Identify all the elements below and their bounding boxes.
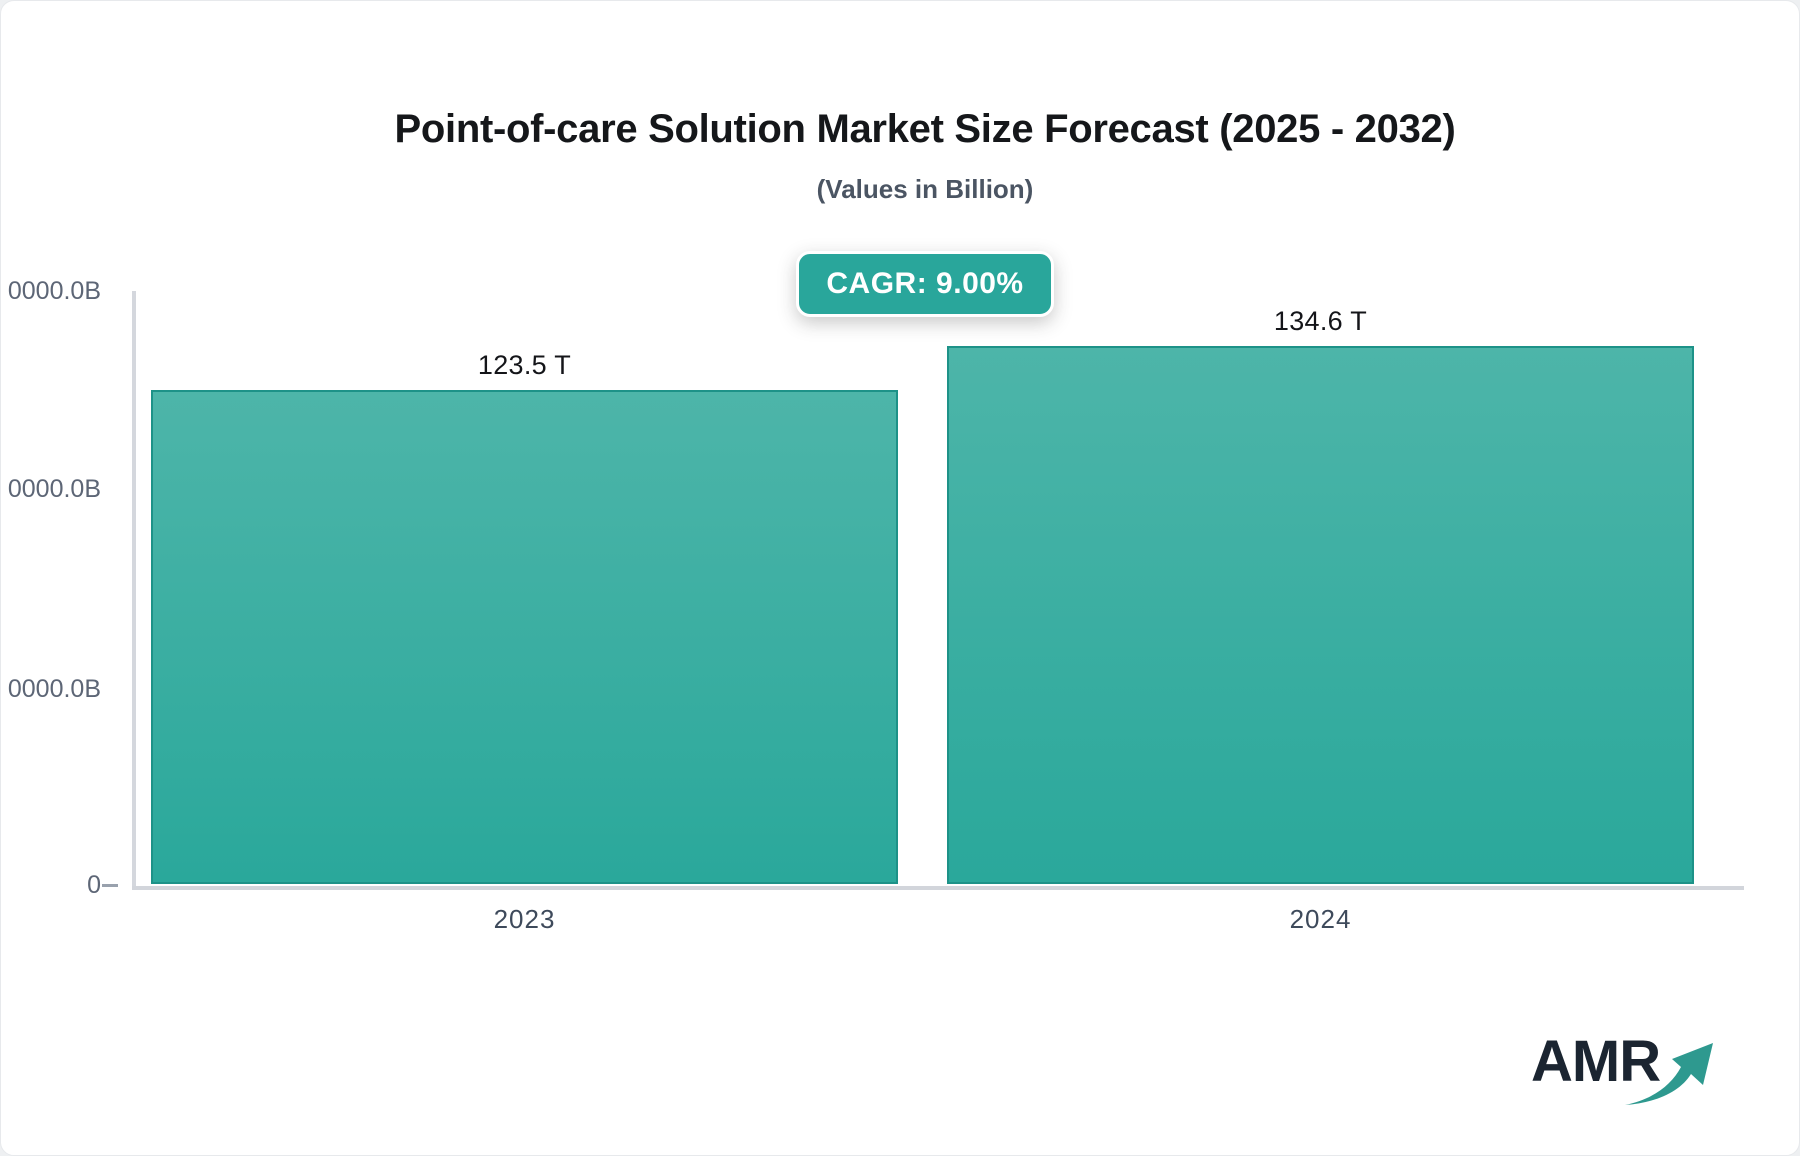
chart-title: Point-of-care Solution Market Size Forec… [394, 107, 1456, 151]
y-tick-label: 0000.0B [7, 277, 101, 305]
chart-subtitle: (Values in Billion) [816, 174, 1034, 204]
amr-logo-text: AMR [1531, 1029, 1661, 1094]
x-tick-label-2023: 2023 [493, 904, 556, 934]
y-tick-label: 0000.0B [7, 675, 101, 703]
x-tick-label-2024: 2024 [1289, 904, 1352, 934]
bar-2024[interactable] [947, 346, 1694, 884]
bar-column-2024: 134.6 T [947, 306, 1694, 884]
bar-value-label: 134.6 T [1273, 306, 1368, 336]
bar-2023[interactable] [151, 390, 898, 884]
amr-logo: AMR [1531, 1033, 1731, 1113]
y-tick-label: 0 [87, 871, 101, 899]
bar-value-label: 123.5 T [477, 350, 572, 380]
cagr-badge: CAGR: 9.00% [796, 251, 1054, 317]
bar-column-2023: 123.5 T [151, 350, 898, 884]
x-axis-line [132, 886, 1744, 890]
y-axis-line [132, 291, 136, 890]
y-tick-label: 0000.0B [7, 475, 101, 503]
growth-arrow-icon [1625, 1043, 1713, 1105]
y-axis-zero-tick [102, 884, 118, 887]
cagr-badge-wrap: CAGR: 9.00% [1, 251, 1800, 317]
